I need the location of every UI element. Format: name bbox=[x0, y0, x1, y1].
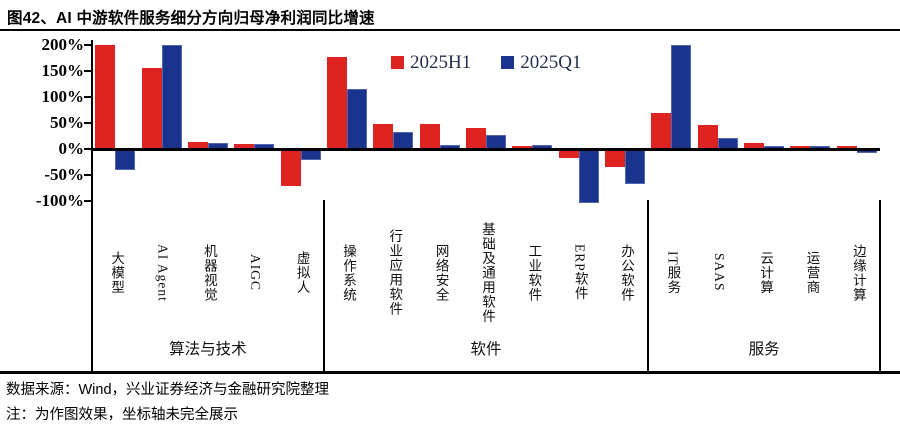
category-label-ERP软件: ERP软件 bbox=[572, 244, 588, 301]
legend-label: 2025H1 bbox=[410, 52, 472, 73]
bar-2025H1-运营商 bbox=[790, 145, 811, 149]
y-axis-tick-mark bbox=[84, 122, 92, 124]
y-axis-tick-mark bbox=[84, 96, 92, 98]
axis-truncation-note: 注：为作图效果，坐标轴未完全展示 bbox=[6, 407, 238, 423]
bar-2025H1-边缘计算 bbox=[836, 145, 857, 149]
bar-chart: 200% 150% 100% 50% 0% -50% -100% 大模型 AI Agent 机器视… bbox=[0, 32, 900, 377]
y-axis-tick-mark bbox=[84, 174, 92, 176]
group-separator bbox=[879, 200, 881, 373]
bar-2025H1-办公软件 bbox=[605, 149, 626, 168]
bar-2025H1-IT服务 bbox=[651, 112, 672, 149]
bar-2025H1-AI Agent bbox=[141, 68, 162, 149]
y-axis-tick-label: -100% bbox=[35, 191, 84, 210]
bar-2025H1-AIGC bbox=[234, 144, 255, 149]
bar-2025Q1-IT服务 bbox=[671, 45, 692, 149]
legend-entry-2025H1: 2025H1 bbox=[391, 53, 471, 72]
bar-2025H1-SAAS bbox=[697, 124, 718, 149]
bar-2025H1-云计算 bbox=[744, 143, 765, 149]
bar-2025H1-网络安全 bbox=[419, 124, 440, 149]
category-label-大模型: 大模型 bbox=[109, 250, 125, 295]
bar-2025H1-大模型 bbox=[95, 45, 116, 149]
category-label-操作系统: 操作系统 bbox=[340, 243, 356, 302]
category-label-虚拟人: 虚拟人 bbox=[294, 250, 310, 295]
bar-2025Q1-大模型 bbox=[115, 149, 136, 170]
y-axis-tick-mark bbox=[84, 70, 92, 72]
bar-2025Q1-ERP软件 bbox=[578, 149, 599, 203]
legend-swatch-icon bbox=[501, 56, 515, 69]
y-axis-line bbox=[91, 40, 93, 373]
y-axis-tick-mark bbox=[84, 44, 92, 46]
category-label-办公软件: 办公软件 bbox=[619, 243, 635, 302]
group-separator bbox=[647, 200, 650, 373]
y-axis-tick-label: 0% bbox=[58, 139, 85, 158]
category-label-边缘计算: 边缘计算 bbox=[850, 243, 866, 302]
category-label-SAAS: SAAS bbox=[711, 253, 727, 292]
bar-2025H1-虚拟人 bbox=[280, 149, 301, 187]
bar-2025Q1-AI Agent bbox=[161, 45, 182, 149]
bar-2025Q1-行业应用软件 bbox=[393, 131, 414, 149]
y-axis-tick-mark bbox=[84, 200, 92, 202]
y-axis-tick-label: 150% bbox=[41, 61, 85, 80]
x-axis-zero-line bbox=[92, 148, 880, 151]
bar-2025Q1-操作系统 bbox=[346, 89, 367, 149]
group-label-服务: 服务 bbox=[748, 341, 780, 358]
bar-2025Q1-虚拟人 bbox=[300, 149, 321, 161]
bar-2025H1-ERP软件 bbox=[558, 149, 579, 159]
chart-legend: 2025H1 2025Q1 bbox=[391, 53, 611, 72]
bar-2025H1-基础及通用软件 bbox=[466, 127, 486, 149]
category-label-运营商: 运营商 bbox=[804, 250, 820, 295]
group-label-软件: 软件 bbox=[470, 341, 502, 358]
legend-swatch-icon bbox=[391, 56, 404, 69]
figure-title: 图42、AI 中游软件服务细分方向归母净利润同比增速 bbox=[7, 10, 375, 27]
y-axis-tick-label: 50% bbox=[50, 113, 84, 132]
category-label-工业软件: 工业软件 bbox=[526, 243, 542, 302]
category-label-AIGC: AIGC bbox=[248, 254, 264, 291]
bar-2025H1-机器视觉 bbox=[187, 141, 208, 149]
bar-2025Q1-办公软件 bbox=[625, 149, 646, 185]
category-label-IT服务: IT服务 bbox=[665, 250, 681, 295]
legend-entry-2025Q1: 2025Q1 bbox=[501, 53, 581, 72]
y-axis-tick-label: 100% bbox=[41, 87, 85, 106]
group-label-算法与技术: 算法与技术 bbox=[169, 341, 247, 358]
bar-2025H1-行业应用软件 bbox=[373, 124, 394, 149]
category-label-云计算: 云计算 bbox=[758, 250, 774, 295]
bar-2025H1-工业软件 bbox=[512, 145, 533, 149]
y-axis-tick-label: 200% bbox=[41, 35, 85, 54]
bar-2025Q1-基础及通用软件 bbox=[486, 134, 506, 149]
bar-2025H1-操作系统 bbox=[326, 56, 347, 149]
category-label-机器视觉: 机器视觉 bbox=[201, 243, 217, 302]
category-label-AI Agent: AI Agent bbox=[155, 243, 171, 302]
group-separator bbox=[322, 200, 325, 373]
category-label-行业应用软件: 行业应用软件 bbox=[387, 229, 403, 316]
category-label-基础及通用软件: 基础及通用软件 bbox=[480, 221, 495, 324]
y-axis-tick-label: -50% bbox=[44, 165, 84, 184]
footer-divider bbox=[0, 371, 900, 374]
title-underline bbox=[0, 29, 900, 32]
category-label-网络安全: 网络安全 bbox=[433, 243, 449, 302]
data-source-note: 数据来源：Wind，兴业证券经济与金融研究院整理 bbox=[6, 382, 330, 398]
legend-label: 2025Q1 bbox=[520, 52, 582, 73]
y-axis-tick-mark bbox=[84, 148, 92, 150]
